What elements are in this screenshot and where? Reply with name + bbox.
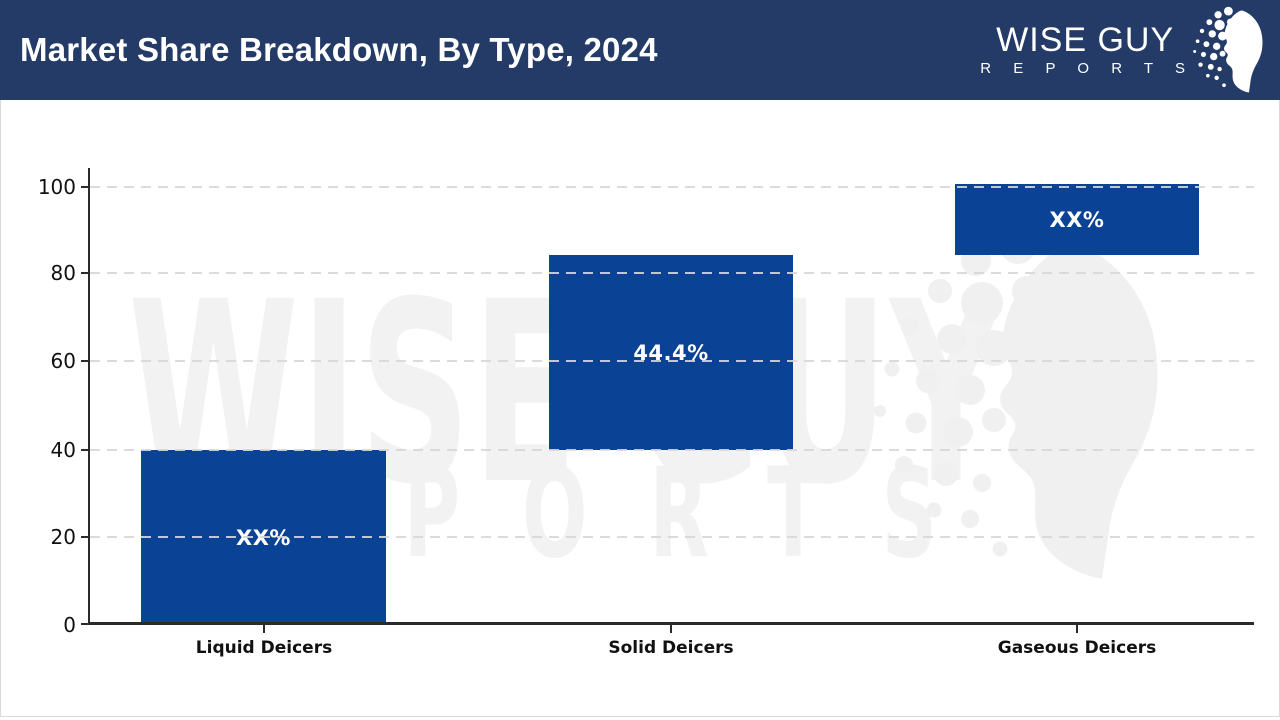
logo-reports-text: R E P O R T S xyxy=(980,60,1194,77)
x-label-gaseous-deicers: Gaseous Deicers xyxy=(997,638,1157,658)
y-tickmark xyxy=(81,623,88,625)
y-tickmark xyxy=(81,360,88,362)
gridline-20 xyxy=(90,536,1254,538)
gridline-60 xyxy=(90,360,1254,362)
y-tick-0: 0 xyxy=(63,613,76,637)
y-axis-line xyxy=(88,168,90,625)
x-tickmark xyxy=(1076,625,1078,633)
y-tick-100: 100 xyxy=(37,175,76,199)
watermark-head-icon xyxy=(874,228,1158,579)
chart-title: Market Share Breakdown, By Type, 2024 xyxy=(20,31,658,68)
x-axis-line xyxy=(88,622,1254,625)
bar-gaseous-deicers: XX% xyxy=(955,184,1199,255)
gridline-100 xyxy=(90,186,1254,188)
header-bar: Market Share Breakdown, By Type, 2024 WI… xyxy=(0,0,1280,100)
x-label-liquid-deicers: Liquid Deicers xyxy=(195,638,333,658)
y-tick-20: 20 xyxy=(50,525,76,549)
logo-name-text: WISE GUY xyxy=(996,21,1175,59)
y-tick-60: 60 xyxy=(50,349,76,373)
y-tick-40: 40 xyxy=(50,438,76,462)
bar-value-label: XX% xyxy=(1049,207,1105,232)
y-tickmark xyxy=(81,186,88,188)
x-label-solid-deicers: Solid Deicers xyxy=(608,638,734,658)
logo-text: WISE GUY R E P O R T S xyxy=(976,23,1194,77)
gridline-40 xyxy=(90,449,1254,451)
y-tickmark xyxy=(81,272,88,274)
y-tickmark xyxy=(81,536,88,538)
bar-solid-deicers: 44.4% xyxy=(549,255,793,450)
x-tickmark xyxy=(670,625,672,633)
y-tickmark xyxy=(81,449,88,451)
wise-guy-reports-logo: WISE GUY R E P O R T S xyxy=(976,0,1270,100)
x-tickmark xyxy=(263,625,265,633)
y-tick-80: 80 xyxy=(50,261,76,285)
gridline-80 xyxy=(90,272,1254,274)
